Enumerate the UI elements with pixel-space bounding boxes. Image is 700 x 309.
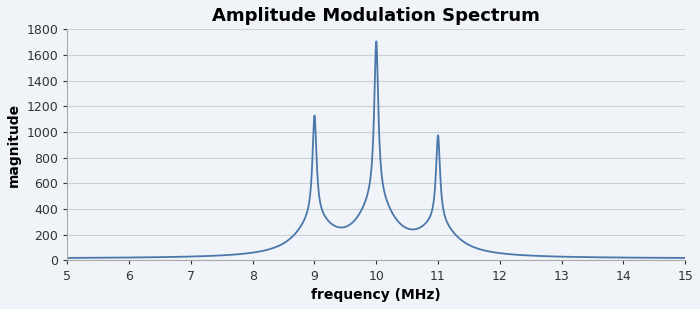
X-axis label: frequency (MHz): frequency (MHz) [312, 288, 441, 302]
Y-axis label: magnitude: magnitude [7, 103, 21, 187]
Title: Amplitude Modulation Spectrum: Amplitude Modulation Spectrum [212, 7, 540, 25]
